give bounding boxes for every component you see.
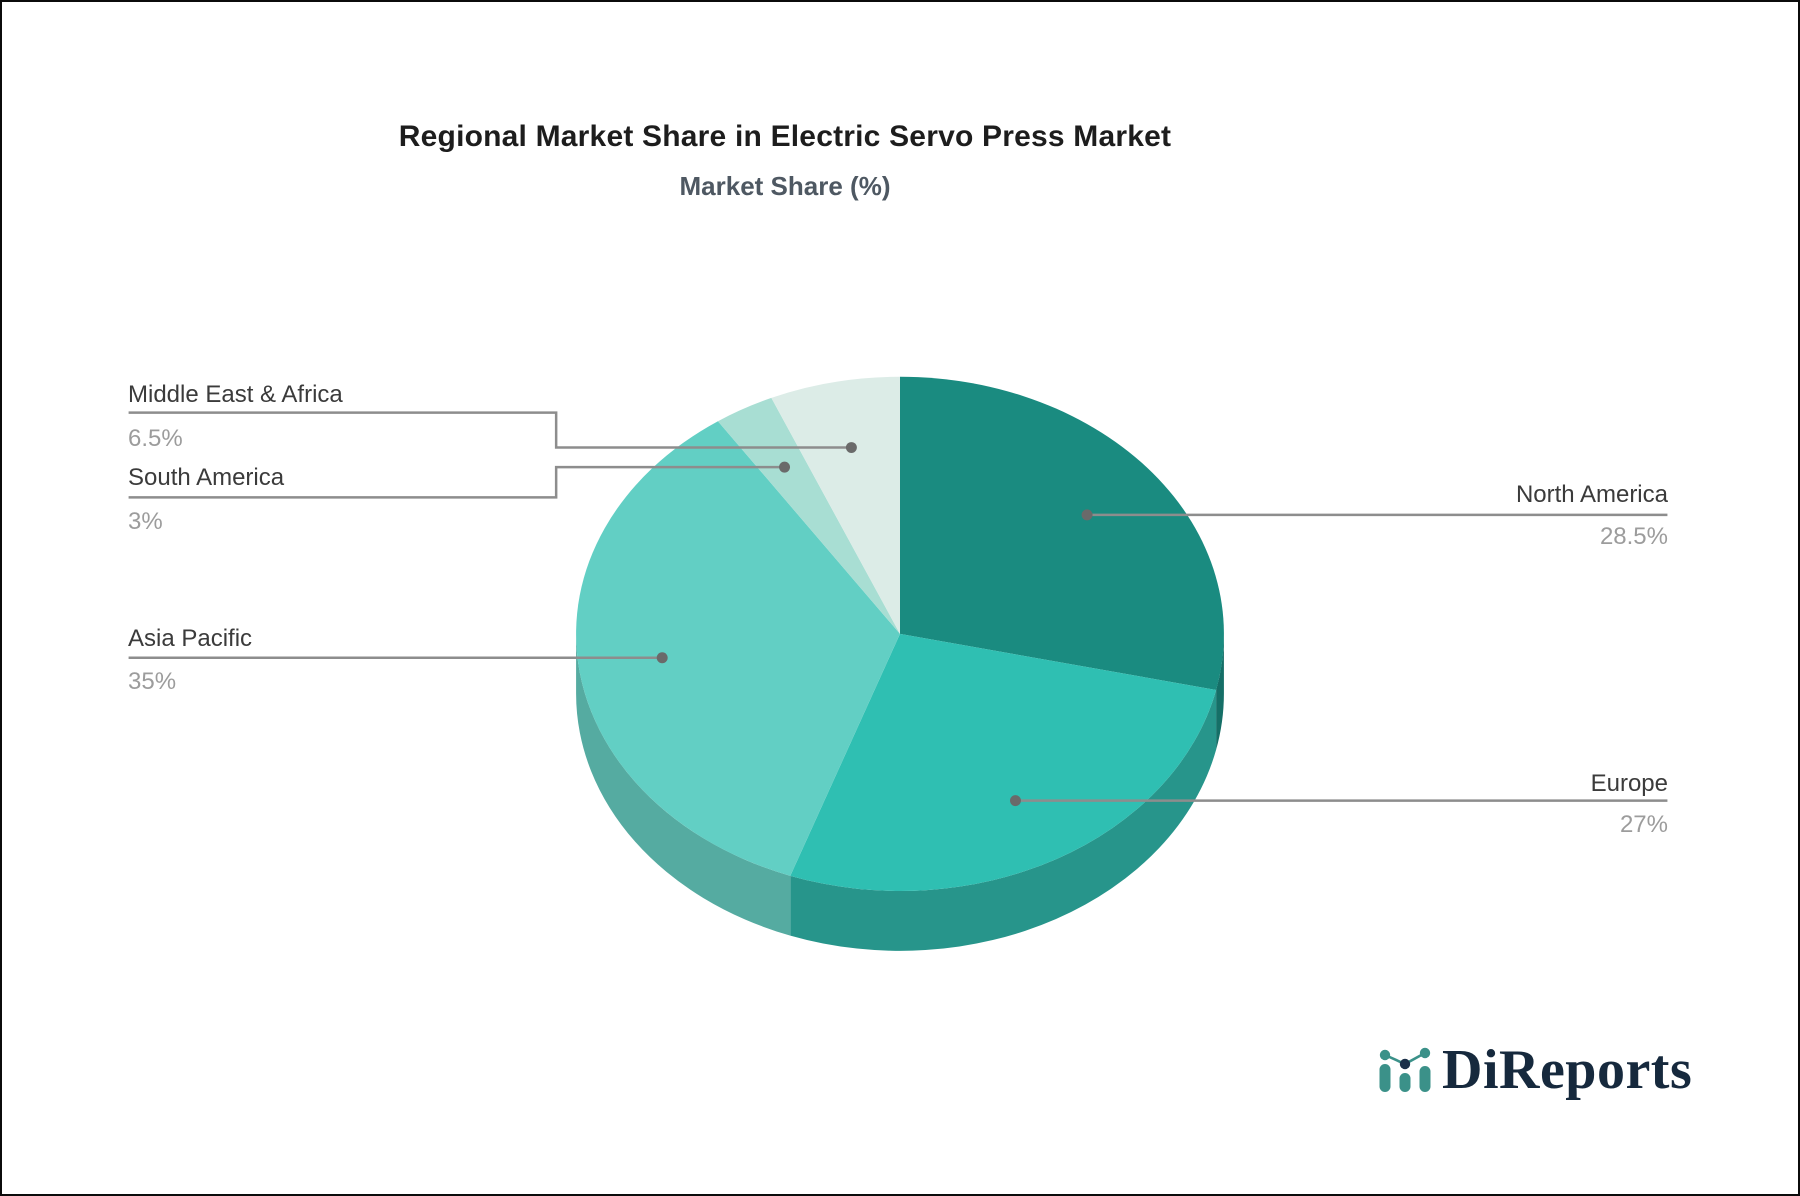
- slice-label-asia-pacific: Asia Pacific: [128, 625, 253, 652]
- slice-value-europe: 27%: [1619, 811, 1668, 838]
- brand-watermark: DiReports: [1376, 1042, 1692, 1098]
- slice-label-europe: Europe: [1590, 770, 1668, 797]
- slice-value-north-america: 28.5%: [1599, 523, 1668, 550]
- chart-title: Regional Market Share in Electric Servo …: [398, 120, 1172, 153]
- pie-side-North America: [1216, 633, 1224, 750]
- pie-side-Asia Pacific: [576, 633, 791, 936]
- leader-dot-Middle East & Africa: [845, 442, 857, 454]
- slice-label-middle-east-africa: Middle East & Africa: [128, 381, 343, 408]
- bar-chart-logo-icon: [1379, 1047, 1431, 1092]
- slice-value-asia-pacific: 35%: [128, 668, 177, 695]
- pie-slice-Asia Pacific: [576, 421, 900, 876]
- leader-dot-South America: [779, 461, 791, 473]
- leader-line-South America: [128, 465, 785, 499]
- slice-label-south-america: South America: [128, 464, 285, 491]
- leader-dot-North America: [1081, 509, 1093, 521]
- pie-slice-South America: [717, 397, 900, 634]
- slice-value-middle-east-africa: 6.5%: [128, 425, 183, 452]
- leader-dot-Europe: [1009, 795, 1021, 807]
- pie-slice-Middle East & Africa: [771, 376, 900, 634]
- subtitle-row: Market Share (%): [2, 171, 1568, 202]
- leader-line-Middle East & Africa: [128, 411, 852, 449]
- pie-side-Europe: [790, 689, 1217, 951]
- leader-dot-Asia Pacific: [656, 652, 668, 664]
- title-row: Regional Market Share in Electric Servo …: [2, 120, 1568, 154]
- brand-name: DiReports: [1442, 1039, 1693, 1101]
- pie-slice-North America: [900, 376, 1224, 690]
- pie-slice-Europe: [790, 633, 1217, 892]
- slice-value-south-america: 3%: [128, 508, 163, 535]
- chart-subtitle: Market Share (%): [679, 171, 891, 201]
- slice-label-north-america: North America: [1515, 481, 1668, 508]
